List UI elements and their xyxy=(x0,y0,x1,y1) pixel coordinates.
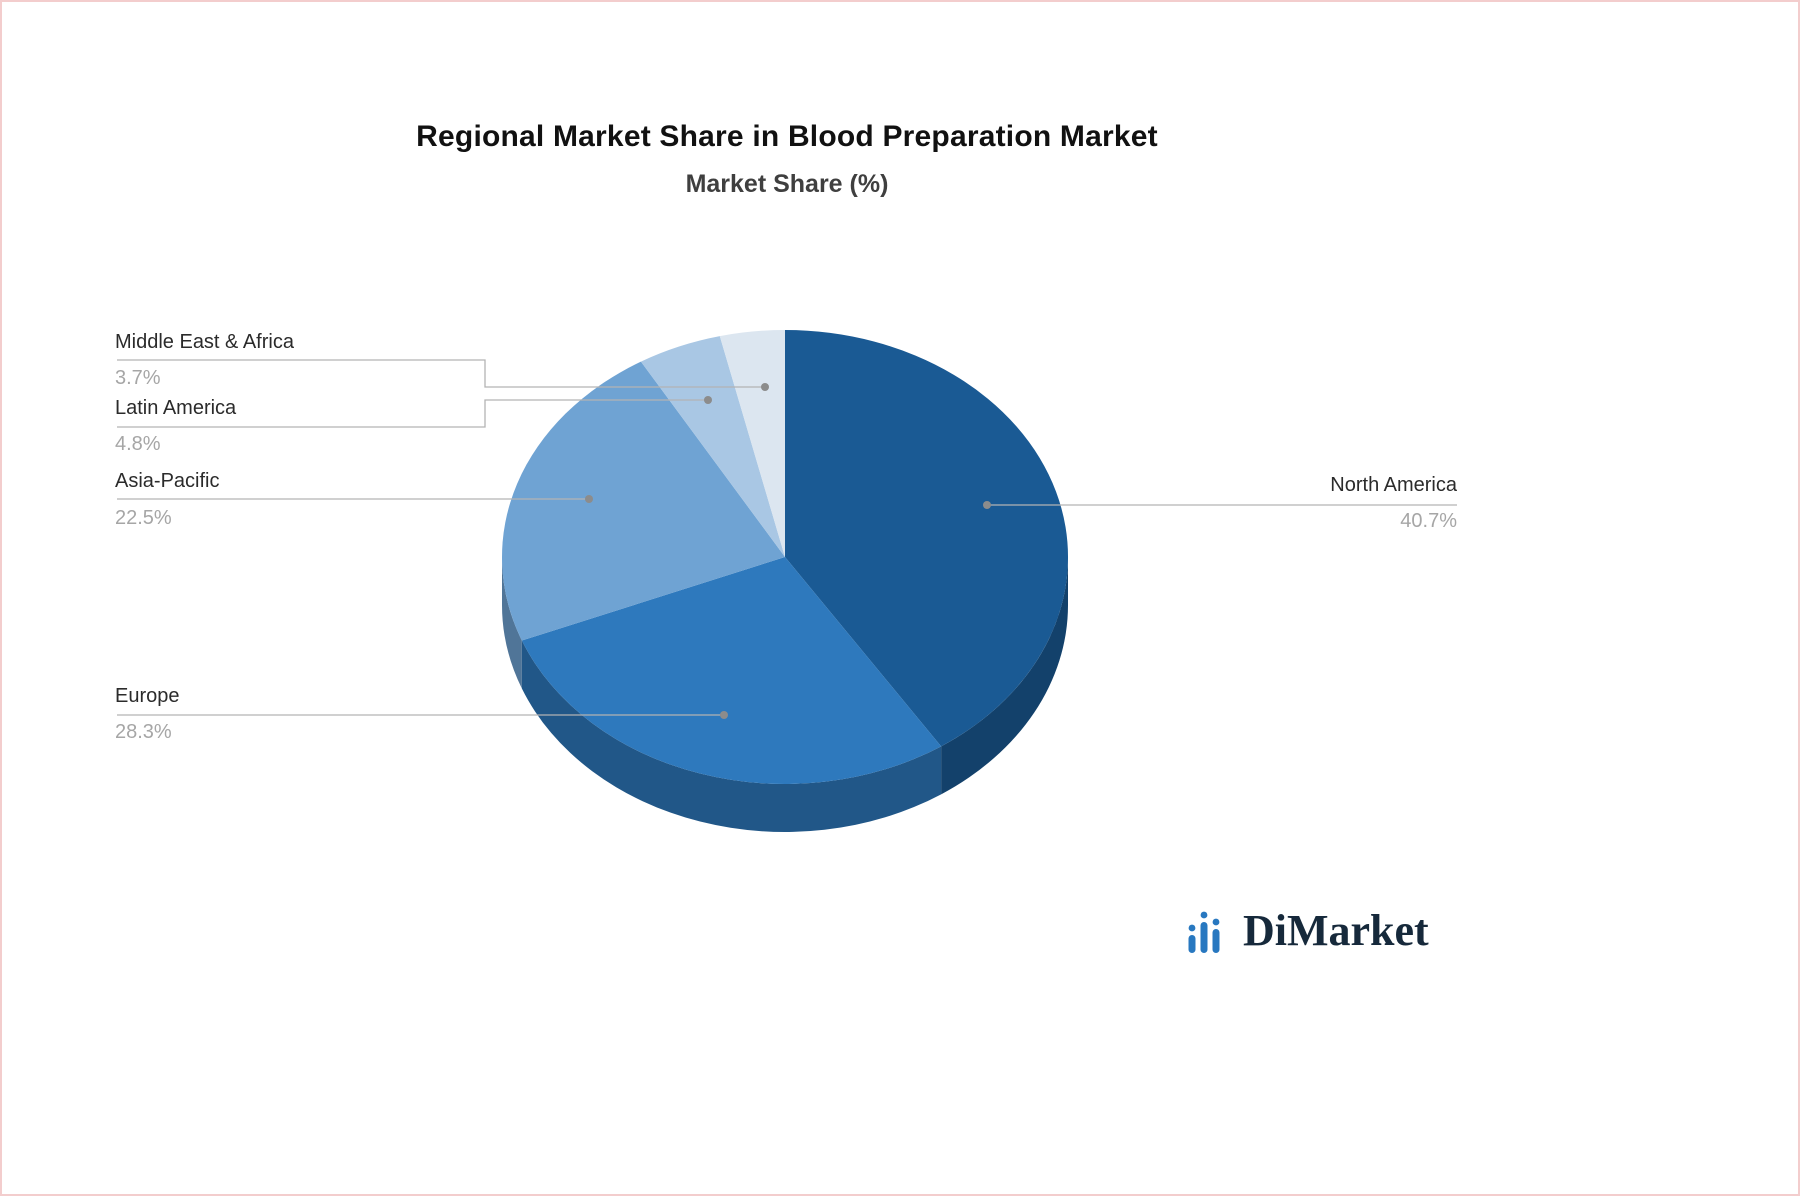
slice-value-north-america: 40.7% xyxy=(1400,510,1457,532)
slice-label-north-america: North America xyxy=(1330,474,1457,496)
leader-dot xyxy=(983,501,991,509)
slice-label-middle-east-africa: Middle East & Africa xyxy=(115,331,294,353)
leader-dot xyxy=(585,495,593,503)
leader-line xyxy=(117,399,708,428)
slice-value-middle-east-africa: 3.7% xyxy=(115,367,161,389)
pie-slice-side xyxy=(502,557,522,689)
pie-slice-side xyxy=(521,640,942,833)
dimarket-logo-icon xyxy=(1188,911,1220,953)
slice-label-europe: Europe xyxy=(115,685,180,707)
slice-value-asia-pacific: 22.5% xyxy=(115,507,172,529)
pie-slice-latin-america[interactable] xyxy=(640,336,785,557)
slice-label-latin-america: Latin America xyxy=(115,397,237,419)
slice-label-asia-pacific: Asia-Pacific xyxy=(115,470,220,492)
chart-title: Regional Market Share in Blood Preparati… xyxy=(416,120,1158,153)
leader-dot xyxy=(704,396,712,404)
slice-value-europe: 28.3% xyxy=(115,721,172,743)
slice-value-latin-america: 4.8% xyxy=(115,433,161,455)
pie-slice-asia-pacific[interactable] xyxy=(501,361,785,641)
pie-slice-europe[interactable] xyxy=(521,557,942,785)
leader-dot xyxy=(761,383,769,391)
leader-dot xyxy=(720,711,728,719)
chart-subtitle: Market Share (%) xyxy=(685,170,889,198)
dimarket-logo: DiMarket xyxy=(1187,905,1429,956)
leader-line xyxy=(117,359,765,388)
dimarket-logo-text: DiMarket xyxy=(1243,906,1429,955)
pie-slice-side xyxy=(941,557,1069,795)
pie-slice-north-america[interactable] xyxy=(785,330,1069,747)
